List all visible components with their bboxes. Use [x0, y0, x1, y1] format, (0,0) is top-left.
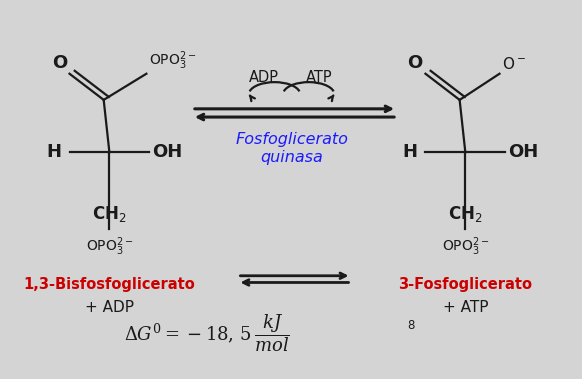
- Text: + ADP: + ADP: [85, 300, 134, 315]
- Text: 8: 8: [407, 319, 414, 332]
- Text: O: O: [52, 54, 67, 72]
- Text: OH: OH: [152, 143, 182, 161]
- Text: OPO$_3^{2-}$: OPO$_3^{2-}$: [86, 235, 133, 258]
- Text: + ATP: + ATP: [442, 300, 488, 315]
- Text: OH: OH: [508, 143, 538, 161]
- Text: quinasa: quinasa: [260, 150, 323, 165]
- Text: ATP: ATP: [306, 70, 332, 85]
- Text: 1,3-Bisfosfoglicerato: 1,3-Bisfosfoglicerato: [23, 277, 195, 292]
- Text: OPO$_3^{2-}$: OPO$_3^{2-}$: [148, 50, 196, 72]
- Text: CH$_2$: CH$_2$: [92, 204, 127, 224]
- Text: OPO$_3^{2-}$: OPO$_3^{2-}$: [442, 235, 489, 258]
- Text: Fosfoglicerato: Fosfoglicerato: [235, 132, 348, 147]
- Text: $\Delta G^0 = -18,\, 5\, \dfrac{kJ}{mol}$: $\Delta G^0 = -18,\, 5\, \dfrac{kJ}{mol}…: [123, 312, 290, 354]
- Text: H: H: [46, 143, 61, 161]
- Text: CH$_2$: CH$_2$: [448, 204, 482, 224]
- Text: H: H: [402, 143, 417, 161]
- Text: ADP: ADP: [249, 70, 279, 85]
- Text: O$^-$: O$^-$: [502, 56, 526, 72]
- Text: O: O: [407, 54, 423, 72]
- Text: 3-Fosfoglicerato: 3-Fosfoglicerato: [398, 277, 533, 292]
